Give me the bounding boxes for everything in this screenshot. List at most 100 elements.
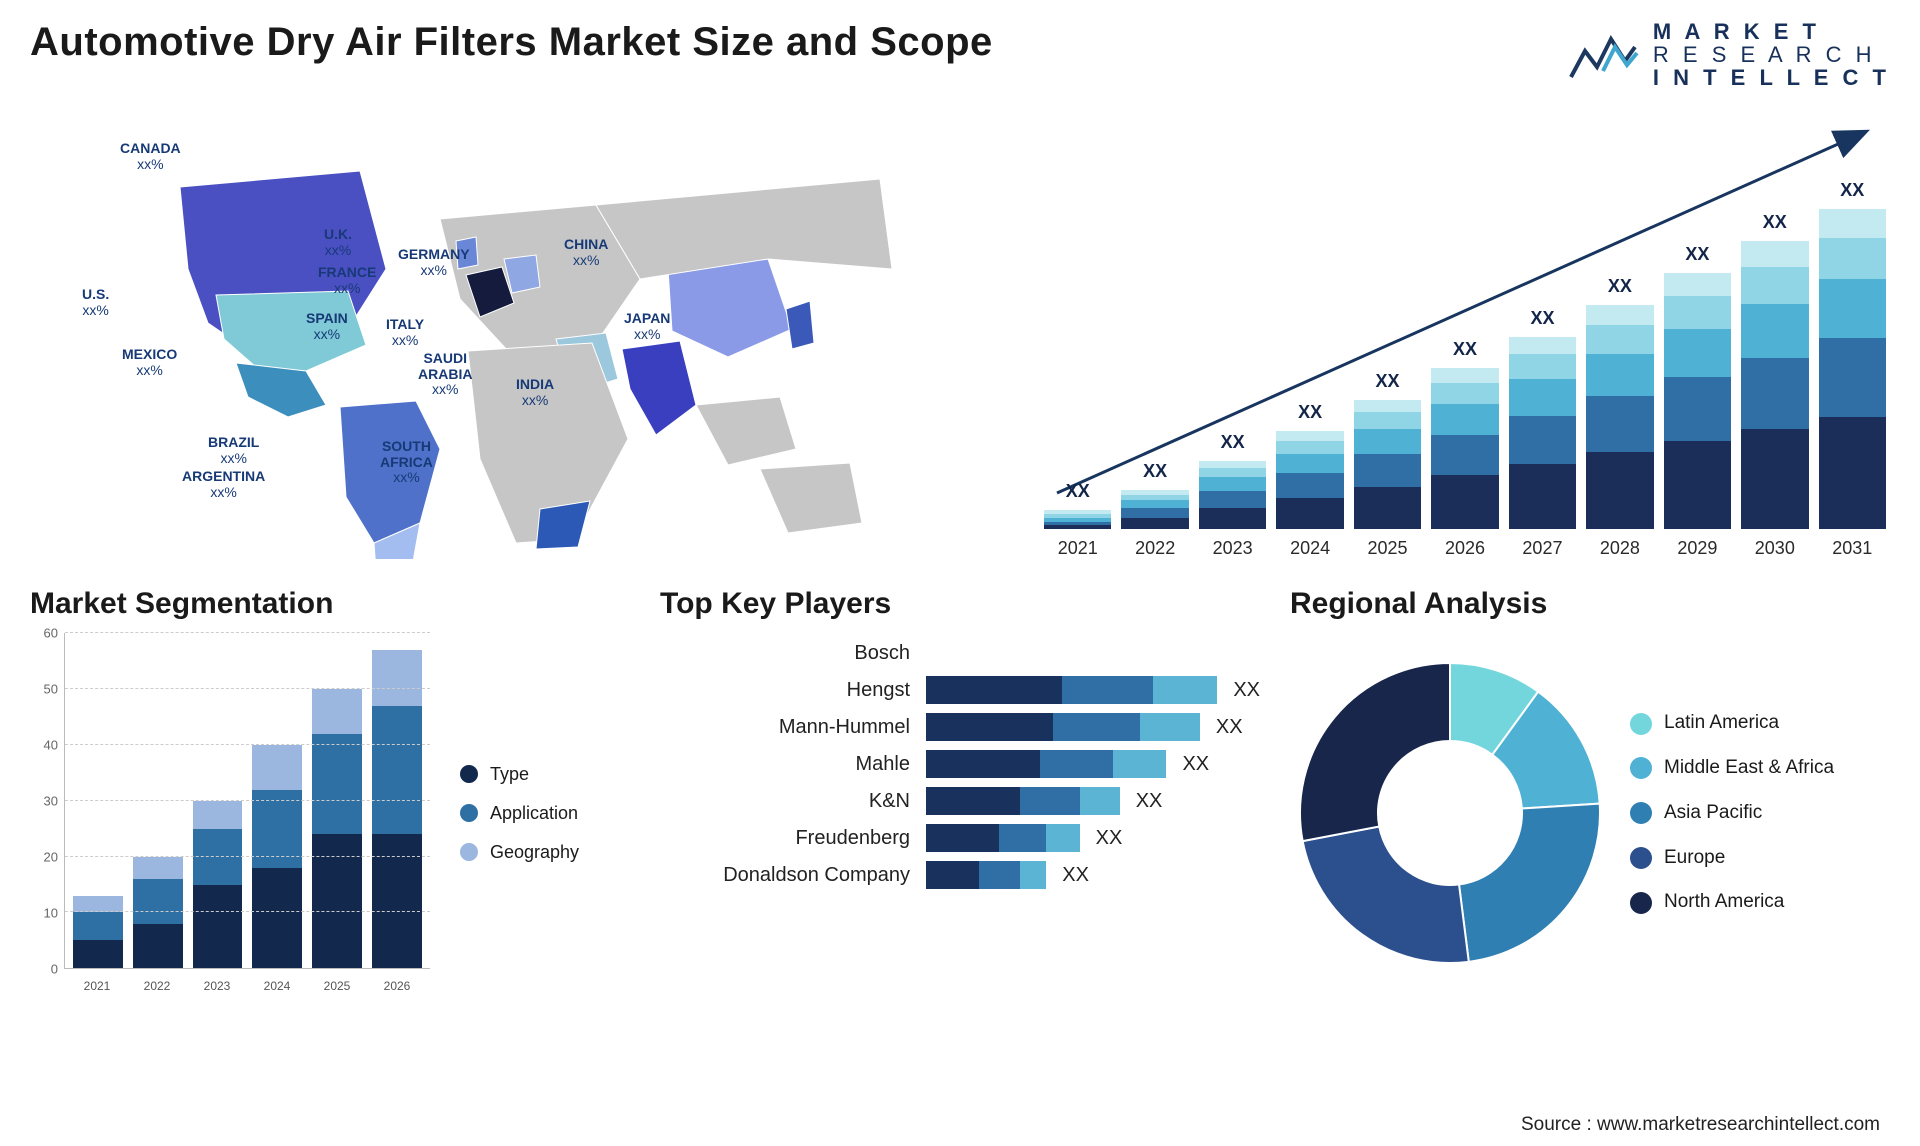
seg-segment — [193, 885, 243, 969]
seg-bar — [312, 689, 362, 968]
legend-swatch — [1630, 847, 1652, 869]
axis-label: 2025 — [1354, 538, 1421, 559]
seg-segment — [133, 857, 183, 879]
player-name: Freudenberg — [660, 827, 910, 850]
axis-label: 2029 — [1664, 538, 1731, 559]
growth-bar: XX — [1509, 308, 1576, 530]
bar-value-label: XX — [1840, 180, 1864, 201]
legend-label: Geography — [490, 842, 579, 863]
legend-item: Geography — [460, 842, 630, 863]
growth-bar: XX — [1431, 339, 1498, 529]
player-value: XX — [1182, 753, 1209, 776]
legend-label: Type — [490, 764, 529, 785]
player-bar — [926, 861, 1046, 889]
donut-slice — [1300, 663, 1450, 841]
bar-segment — [1121, 508, 1188, 518]
player-bar-segment — [926, 787, 1020, 815]
legend-label: Latin America — [1664, 712, 1779, 735]
player-bar-segment — [979, 861, 1019, 889]
brand-logo: M A R K E T R E S E A R C H I N T E L L … — [1567, 20, 1890, 89]
map-region-safr — [536, 501, 590, 549]
growth-bar: XX — [1276, 402, 1343, 529]
bar-segment — [1431, 435, 1498, 475]
regional-panel: Regional Analysis Latin America Middle Ea… — [1290, 587, 1890, 1007]
segmentation-chart: 0102030405060 202120222023202420252026 — [30, 633, 430, 993]
legend-swatch — [460, 804, 478, 822]
legend-label: Asia Pacific — [1664, 802, 1762, 825]
legend-swatch — [460, 843, 478, 861]
bar-value-label: XX — [1763, 212, 1787, 233]
bar-segment — [1354, 487, 1421, 529]
bar-value-label: XX — [1298, 402, 1322, 423]
logo-icon — [1567, 25, 1639, 85]
bar-segment — [1819, 417, 1886, 529]
legend-item: North America — [1630, 891, 1890, 914]
growth-bar: XX — [1354, 371, 1421, 529]
map-label: CHINAxx% — [564, 237, 608, 268]
y-tick: 50 — [44, 682, 58, 697]
bar-value-label: XX — [1608, 276, 1632, 297]
bar-segment — [1819, 338, 1886, 417]
map-label: U.S.xx% — [82, 287, 109, 318]
bar-value-label: XX — [1066, 481, 1090, 502]
source-text: Source : www.marketresearchintellect.com — [1521, 1114, 1880, 1136]
legend-swatch — [1630, 713, 1652, 735]
growth-bar: XX — [1044, 481, 1111, 529]
players-panel: Top Key Players BoschHengstXXMann-Hummel… — [660, 587, 1260, 1007]
bar-segment — [1741, 429, 1808, 529]
bar-segment — [1509, 379, 1576, 416]
player-name: Mann-Hummel — [660, 716, 910, 739]
seg-bar — [73, 896, 123, 969]
map-label: SAUDIARABIAxx% — [418, 351, 472, 397]
seg-segment — [252, 745, 302, 790]
player-name: K&N — [660, 790, 910, 813]
y-tick: 10 — [44, 906, 58, 921]
seg-bar — [133, 857, 183, 969]
player-bar-segment — [1020, 787, 1080, 815]
seg-bar — [372, 650, 422, 968]
bar-segment — [1199, 477, 1266, 490]
axis-label: 2023 — [1199, 538, 1266, 559]
bar-segment — [1354, 412, 1421, 429]
map-region-mex — [236, 363, 326, 417]
player-row: HengstXX — [660, 676, 1260, 704]
bar-segment — [1121, 500, 1188, 508]
bar-segment — [1431, 475, 1498, 529]
axis-label: 2021 — [1044, 538, 1111, 559]
legend-item: Europe — [1630, 847, 1890, 870]
bar-segment — [1509, 354, 1576, 379]
player-bar-segment — [926, 676, 1062, 704]
player-bar — [926, 750, 1166, 778]
map-label: CANADAxx% — [120, 141, 181, 172]
seg-segment — [193, 801, 243, 829]
bar-segment — [1664, 273, 1731, 296]
bar-segment — [1586, 325, 1653, 354]
bar-segment — [1431, 383, 1498, 404]
bar-segment — [1664, 441, 1731, 530]
bar-segment — [1276, 473, 1343, 498]
legend-item: Application — [460, 803, 630, 824]
player-bar-segment — [1113, 750, 1166, 778]
map-region-china — [668, 259, 792, 357]
bar-segment — [1741, 241, 1808, 267]
bar-segment — [1276, 431, 1343, 441]
map-label: ITALYxx% — [386, 317, 424, 348]
legend-label: Application — [490, 803, 578, 824]
bar-segment — [1509, 337, 1576, 354]
growth-bar: XX — [1819, 180, 1886, 529]
legend-item: Middle East & Africa — [1630, 757, 1890, 780]
players-title: Top Key Players — [660, 587, 1260, 621]
seg-bar — [193, 801, 243, 969]
player-name: Mahle — [660, 753, 910, 776]
player-bar-segment — [999, 824, 1046, 852]
player-row: Mann-HummelXX — [660, 713, 1260, 741]
player-bar-segment — [926, 824, 999, 852]
player-value: XX — [1136, 790, 1163, 813]
seg-segment — [312, 734, 362, 834]
bar-segment — [1586, 452, 1653, 529]
seg-segment — [372, 650, 422, 706]
player-row: Donaldson CompanyXX — [660, 861, 1260, 889]
regional-title: Regional Analysis — [1290, 587, 1890, 621]
y-tick: 60 — [44, 626, 58, 641]
seg-segment — [312, 834, 362, 968]
